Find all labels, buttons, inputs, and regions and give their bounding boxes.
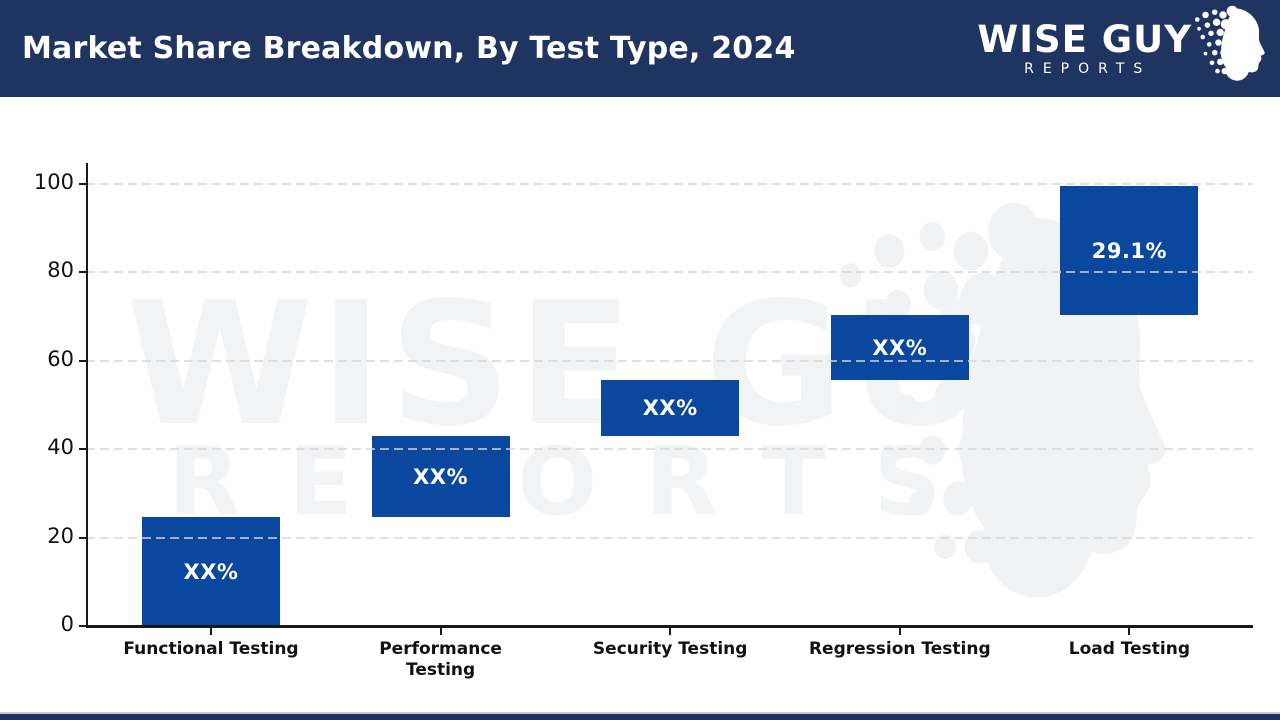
y-tick-20 xyxy=(79,536,87,539)
brand-logo: WISE GUY REPORTS xyxy=(977,3,1270,95)
bar-security-testing: XX% xyxy=(601,380,740,436)
gridline-60 xyxy=(86,359,1253,362)
x-tick-load-testing xyxy=(1128,628,1131,635)
bar-functional-testing: XX% xyxy=(142,517,280,626)
bar-value-label-regression-testing: XX% xyxy=(872,335,928,360)
y-tick-40 xyxy=(79,448,87,451)
y-tick-80 xyxy=(79,271,87,274)
x-tick-label-performance-testing: Performance Testing xyxy=(379,639,502,681)
x-tick-label-load-testing: Load Testing xyxy=(1068,639,1191,659)
x-tick-regression-testing xyxy=(898,628,901,635)
brand-wordmark: WISE GUY REPORTS xyxy=(977,21,1192,77)
y-tick-60 xyxy=(79,359,87,362)
gridline-80 xyxy=(86,271,1253,274)
x-tick-label-functional-testing: Functional Testing xyxy=(123,639,299,659)
x-tick-functional-testing xyxy=(210,628,212,635)
x-axis-line xyxy=(86,625,1253,628)
gridline-20 xyxy=(86,536,1253,539)
x-tick-performance-testing xyxy=(439,628,442,635)
watermark-subtext: REPORTS xyxy=(168,428,990,537)
x-tick-label-regression-testing: Regression Testing xyxy=(808,639,991,659)
y-tick-label-0: 0 xyxy=(60,612,74,636)
footer-bar xyxy=(0,714,1280,720)
y-tick-label-60: 60 xyxy=(47,346,74,371)
gridline-100 xyxy=(86,183,1253,185)
y-tick-label-80: 80 xyxy=(47,258,74,283)
gridline-40 xyxy=(86,448,1253,451)
y-tick-label-100: 100 xyxy=(33,170,74,194)
y-tick-0 xyxy=(79,625,87,627)
bar-load-testing: 29.1% xyxy=(1060,186,1199,315)
brand-wordmark-line2: REPORTS xyxy=(1024,60,1152,77)
bar-value-label-security-testing: XX% xyxy=(642,396,698,421)
brand-wordmark-line1: WISE GUY xyxy=(977,17,1192,61)
bar-value-label-load-testing: 29.1% xyxy=(1091,238,1168,263)
x-tick-security-testing xyxy=(669,628,672,635)
x-tick-label-security-testing: Security Testing xyxy=(592,639,748,659)
chart-title: Market Share Breakdown, By Test Type, 20… xyxy=(22,31,796,66)
header-bar: Market Share Breakdown, By Test Type, 20… xyxy=(0,0,1280,97)
bar-regression-testing: XX% xyxy=(830,314,969,381)
bar-value-label-performance-testing: XX% xyxy=(413,464,469,489)
y-tick-label-20: 20 xyxy=(47,523,74,548)
y-tick-label-40: 40 xyxy=(47,435,74,460)
bar-value-label-functional-testing: XX% xyxy=(183,559,239,584)
y-axis-line xyxy=(86,163,88,628)
footer-divider xyxy=(0,712,1280,714)
y-tick-100 xyxy=(79,183,87,185)
